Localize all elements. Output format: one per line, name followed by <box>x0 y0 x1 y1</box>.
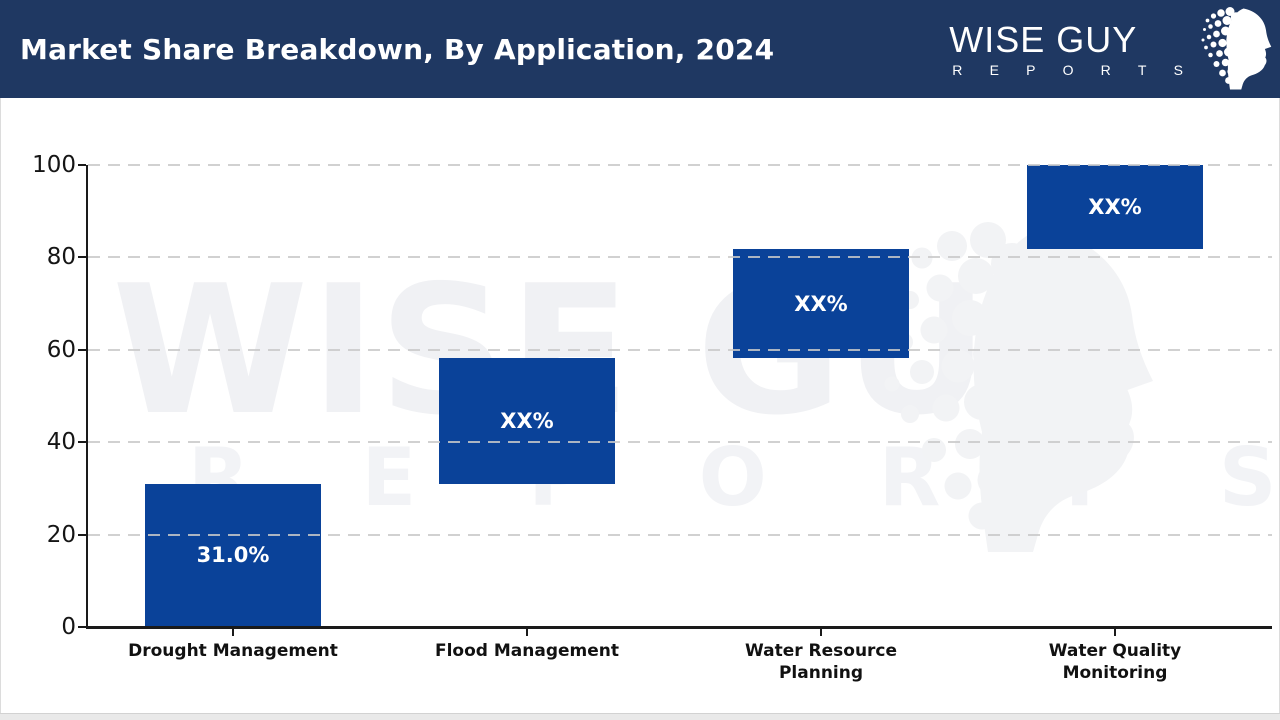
y-tick-mark <box>78 256 86 259</box>
logo-name: WISE GUY <box>949 18 1138 60</box>
bar-value-label: XX% <box>1088 195 1142 220</box>
bar-value-label: XX% <box>500 408 554 433</box>
y-gridline <box>88 256 1272 259</box>
y-gridline <box>88 164 1272 166</box>
page-title: Market Share Breakdown, By Application, … <box>20 32 775 66</box>
logo-subtitle: R E P O R T S <box>952 61 1196 78</box>
y-tick-label: 100 <box>32 152 76 178</box>
y-tick-mark <box>78 348 86 351</box>
x-tick-mark <box>232 629 234 636</box>
bar-value-label: 31.0% <box>196 543 270 568</box>
header-bar: Market Share Breakdown, By Application, … <box>0 0 1280 98</box>
y-tick-label: 60 <box>46 336 76 363</box>
x-tick-mark <box>820 629 822 636</box>
x-category-label: Water Quality Monitoring <box>1048 641 1182 683</box>
x-category-label: Flood Management <box>434 641 620 661</box>
dotted-face-icon <box>1201 7 1272 90</box>
x-category-label: Water Resource Planning <box>744 641 898 683</box>
x-axis-line <box>86 626 1272 629</box>
y-axis-line <box>86 165 88 629</box>
y-tick-label: 20 <box>46 521 76 548</box>
logo-text: WISE GUY R E P O R T S <box>949 18 1196 78</box>
market-share-bar <box>1027 165 1203 250</box>
market-share-bar <box>439 358 615 484</box>
y-tick-mark <box>78 533 86 536</box>
y-gridline <box>88 533 1272 536</box>
y-tick-mark <box>78 164 86 166</box>
y-tick-label: 80 <box>46 244 76 271</box>
bar-value-label: XX% <box>794 291 848 316</box>
left-border <box>0 98 1 713</box>
market-share-bar <box>733 249 909 359</box>
y-gridline <box>88 441 1272 444</box>
x-tick-mark <box>1114 629 1116 636</box>
y-gridline <box>88 348 1272 351</box>
y-tick-label: 40 <box>46 429 76 456</box>
y-tick-mark <box>78 441 86 444</box>
x-tick-mark <box>526 629 528 636</box>
x-category-label: Drought Management <box>128 641 338 661</box>
footer-strip <box>0 713 1280 720</box>
wise-guy-reports-logo: WISE GUY R E P O R T S <box>949 7 1274 91</box>
y-tick-mark <box>78 626 86 628</box>
y-tick-label: 0 <box>61 614 76 640</box>
watermark-dotted-face <box>874 222 1153 552</box>
market-share-bar <box>145 483 321 627</box>
